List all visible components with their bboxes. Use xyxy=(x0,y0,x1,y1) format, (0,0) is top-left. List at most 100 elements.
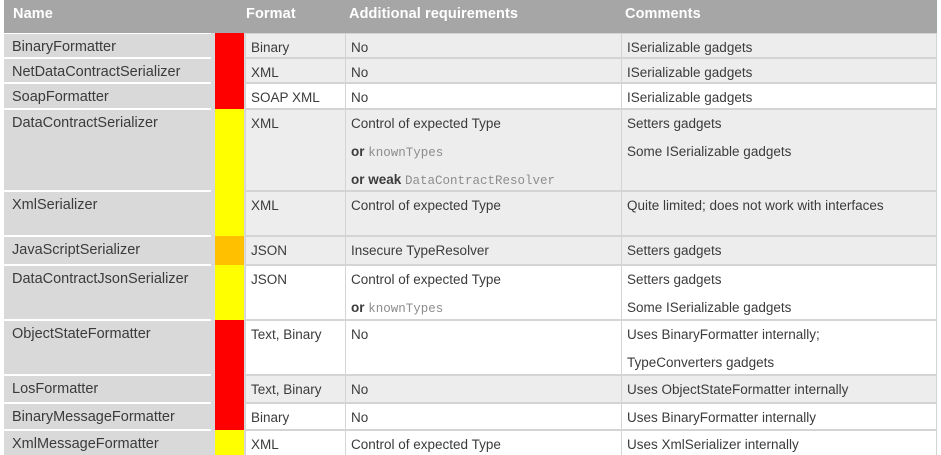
comment-line-2: Some ISerializable gadgets xyxy=(627,300,792,315)
cell-format: XML xyxy=(245,430,345,455)
cell-risk-swatch xyxy=(211,265,245,320)
format-line-1: XML xyxy=(251,116,279,131)
table-row[interactable]: DataContractJsonSerializer JSON Control of… xyxy=(4,265,937,320)
format-line-1: Binary xyxy=(251,410,290,425)
cell-additional-requirements: Insecure TypeResolver xyxy=(345,236,621,265)
cell-risk-swatch xyxy=(211,430,245,455)
cell-format: XML xyxy=(245,109,345,191)
cell-risk-swatch xyxy=(211,191,245,236)
additional-requirement-line-2: or knownTypes xyxy=(351,144,618,161)
table-row[interactable]: BinaryFormatter Binary No ISerializable gad… xyxy=(4,33,937,58)
comment-line-1: ISerializable gadgets xyxy=(627,65,753,80)
format-line-1: XML xyxy=(251,65,279,80)
column-header-additional-requirements: Additional requirements xyxy=(349,6,519,22)
format-line-1: JSON xyxy=(251,243,288,258)
additional-requirement-line-3: or weak DataContractResolver xyxy=(351,172,618,189)
cell-serializer-name: BinaryFormatter xyxy=(4,33,211,58)
cell-format: SOAP XML xyxy=(245,83,345,109)
additional-requirement-line-1: Control of expected Type xyxy=(351,116,501,131)
cell-risk-swatch xyxy=(211,109,245,191)
format-line-1: SOAP XML xyxy=(251,90,320,105)
format-line-1: XML xyxy=(251,198,279,213)
cell-risk-swatch xyxy=(211,403,245,430)
cell-format: JSON xyxy=(245,236,345,265)
table-row[interactable]: XmlSerializer XML Control of expected Type… xyxy=(4,191,937,236)
cell-comments: Quite limited; does not work with interf… xyxy=(621,191,937,236)
risk-color-orange-icon xyxy=(215,236,244,265)
cell-comments: ISerializable gadgets xyxy=(621,83,937,109)
cell-format: Binary xyxy=(245,33,345,58)
serializer-name-label: SoapFormatter xyxy=(12,89,109,105)
cell-serializer-name: BinaryMessageFormatter xyxy=(4,403,211,430)
column-header-name: Name xyxy=(13,6,53,22)
cell-comments: Setters gadgets xyxy=(621,236,937,265)
cell-additional-requirements: No xyxy=(345,58,621,83)
additional-requirement-line-1: Insecure TypeResolver xyxy=(351,243,489,258)
serializer-name-label: BinaryMessageFormatter xyxy=(12,409,175,425)
cell-serializer-name: LosFormatter xyxy=(4,375,211,403)
format-line-1: Binary xyxy=(251,40,290,55)
cell-serializer-name: DataContractSerializer xyxy=(4,109,211,191)
table-header-row: Name Format Additional requirements Comm… xyxy=(4,0,937,33)
table-row[interactable]: NetDataContractSerializer XML No ISerializa… xyxy=(4,58,937,83)
comment-line-1: ISerializable gadgets xyxy=(627,40,753,55)
format-line-1: XML xyxy=(251,437,279,452)
comment-line-1: Setters gadgets xyxy=(627,243,722,258)
cell-additional-requirements: Control of expected Type xyxy=(345,430,621,455)
additional-requirement-line-1: Control of expected Type xyxy=(351,198,501,213)
format-line-1: Text, Binary xyxy=(251,327,322,342)
risk-color-yellow-icon xyxy=(215,191,244,236)
serializer-name-label: XmlMessageFormatter xyxy=(12,436,159,452)
table-row[interactable]: DataContractSerializer XML Control of expe… xyxy=(4,109,937,191)
cell-serializer-name: SoapFormatter xyxy=(4,83,211,109)
serializer-name-label: DataContractSerializer xyxy=(12,115,158,131)
cell-comments: Setters gadgets Some ISerializable gadget… xyxy=(621,265,937,320)
table-row[interactable]: BinaryMessageFormatter Binary No Uses Binar… xyxy=(4,403,937,430)
additional-requirement-line-2: or knownTypes xyxy=(351,300,618,317)
table-row[interactable]: XmlMessageFormatter XML Control of expecte… xyxy=(4,430,937,455)
serializer-name-label: XmlSerializer xyxy=(12,197,98,213)
serializer-name-label: LosFormatter xyxy=(12,381,99,397)
table-row[interactable]: LosFormatter Text, Binary No Uses ObjectSta… xyxy=(4,375,937,403)
cell-additional-requirements: Control of expected Type or knownTypes or … xyxy=(345,109,621,191)
additional-requirement-code-token: DataContractResolver xyxy=(405,174,556,188)
cell-serializer-name: NetDataContractSerializer xyxy=(4,58,211,83)
cell-additional-requirements: No xyxy=(345,320,621,375)
cell-serializer-name: DataContractJsonSerializer xyxy=(4,265,211,320)
additional-requirement-line-1: No xyxy=(351,65,369,80)
risk-color-yellow-icon xyxy=(215,109,244,191)
cell-serializer-name: XmlMessageFormatter xyxy=(4,430,211,455)
cell-additional-requirements: No xyxy=(345,403,621,430)
risk-color-red-icon xyxy=(215,375,244,403)
additional-requirement-line-1: Control of expected Type xyxy=(351,437,501,452)
cell-comments: Uses BinaryFormatter internally; TypeConv… xyxy=(621,320,937,375)
cell-serializer-name: JavaScriptSerializer xyxy=(4,236,211,265)
table-row[interactable]: JavaScriptSerializer JSON Insecure TypeRes… xyxy=(4,236,937,265)
cell-serializer-name: ObjectStateFormatter xyxy=(4,320,211,375)
cell-comments: Uses ObjectStateFormatter internally xyxy=(621,375,937,403)
cell-additional-requirements: No xyxy=(345,83,621,109)
table-row[interactable]: SoapFormatter SOAP XML No ISerializable gad… xyxy=(4,83,937,109)
comment-line-1: Setters gadgets xyxy=(627,116,722,131)
table-row[interactable]: ObjectStateFormatter Text, Binary No Uses B… xyxy=(4,320,937,375)
cell-format: XML xyxy=(245,58,345,83)
cell-additional-requirements: Control of expected Type xyxy=(345,191,621,236)
additional-requirement-prefix: or xyxy=(351,144,369,159)
additional-requirement-line-1: No xyxy=(351,382,369,397)
cell-additional-requirements: No xyxy=(345,33,621,58)
format-line-1: Text, Binary xyxy=(251,382,322,397)
risk-color-red-icon xyxy=(215,403,244,430)
column-header-format: Format xyxy=(246,6,296,22)
cell-format: XML xyxy=(245,191,345,236)
column-header-comments: Comments xyxy=(625,6,701,22)
comment-line-1: Setters gadgets xyxy=(627,272,722,287)
cell-comments: ISerializable gadgets xyxy=(621,58,937,83)
cell-additional-requirements: Control of expected Type or knownTypes xyxy=(345,265,621,320)
format-line-1: JSON xyxy=(251,272,288,287)
comment-line-1: Uses BinaryFormatter internally xyxy=(627,410,817,425)
serializer-name-label: JavaScriptSerializer xyxy=(12,242,141,258)
cell-format: Binary xyxy=(245,403,345,430)
risk-color-red-icon xyxy=(215,33,244,58)
cell-risk-swatch xyxy=(211,33,245,58)
